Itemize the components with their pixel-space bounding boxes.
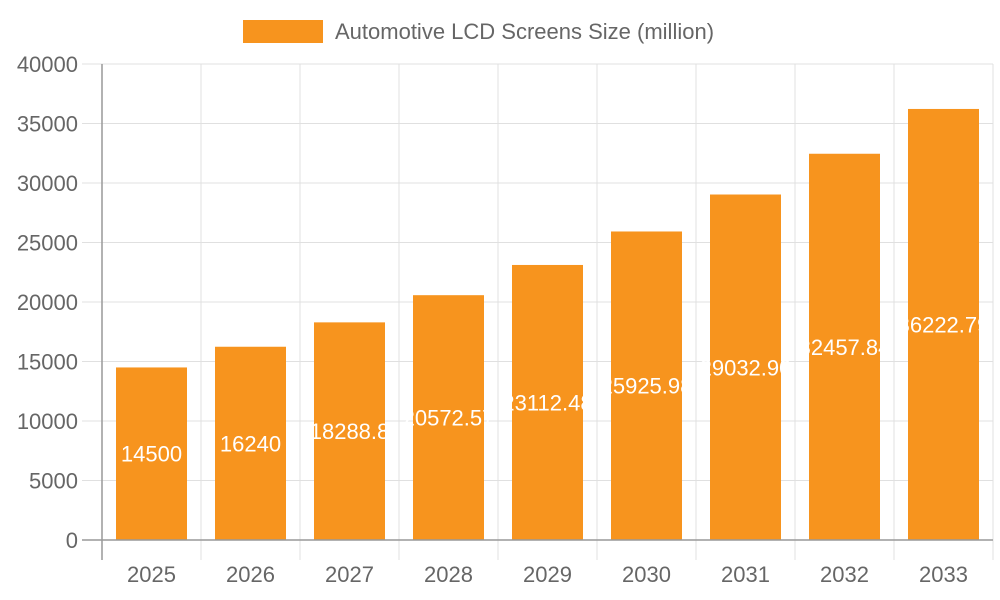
x-tick-label: 2030	[622, 562, 671, 587]
bar	[512, 264, 583, 540]
data-label: 36222.79	[898, 312, 990, 337]
bar	[215, 346, 286, 540]
bar	[809, 153, 880, 540]
bar	[710, 194, 781, 540]
data-label: 20572.57	[403, 406, 495, 431]
x-tick-label: 2026	[226, 562, 275, 587]
y-tick-label: 15000	[17, 350, 78, 375]
legend-label: Automotive LCD Screens Size (million)	[335, 19, 714, 44]
data-label: 18288.8	[310, 419, 390, 444]
data-label: 32457.84	[799, 335, 891, 360]
data-label: 29032.90	[700, 355, 792, 380]
y-tick-label: 40000	[17, 52, 78, 77]
bars: 14500 16240 18288.8 20572.57 23112.48 25925.9…	[116, 108, 990, 541]
y-tick-label: 0	[66, 528, 78, 553]
data-label: 25925.98	[601, 374, 693, 399]
bar	[116, 367, 187, 540]
y-tick-label: 30000	[17, 171, 78, 196]
axes: 0 5000 10000 15000 20000 25000 30000 35000 40000…	[17, 52, 993, 587]
bar	[908, 108, 979, 541]
bar	[413, 295, 484, 540]
x-tick-label: 2032	[820, 562, 869, 587]
legend[interactable]: Automotive LCD Screens Size (million)	[243, 19, 714, 44]
x-tick-label: 2028	[424, 562, 473, 587]
x-tick-label: 2027	[325, 562, 374, 587]
x-tick-label: 2029	[523, 562, 572, 587]
x-tick-label: 2033	[919, 562, 968, 587]
data-label: 14500	[121, 442, 182, 467]
data-label: 23112.48	[502, 390, 592, 415]
y-tick-label: 25000	[17, 231, 78, 256]
data-label: 16240	[220, 431, 281, 456]
legend-swatch	[243, 20, 323, 43]
x-tick-label: 2025	[127, 562, 176, 587]
y-tick-label: 20000	[17, 290, 78, 315]
x-tick-label: 2031	[721, 562, 770, 587]
y-tick-label: 10000	[17, 409, 78, 434]
bar	[611, 231, 682, 540]
y-tick-label: 35000	[17, 112, 78, 137]
bar	[314, 322, 385, 540]
y-tick-label: 5000	[29, 469, 78, 494]
